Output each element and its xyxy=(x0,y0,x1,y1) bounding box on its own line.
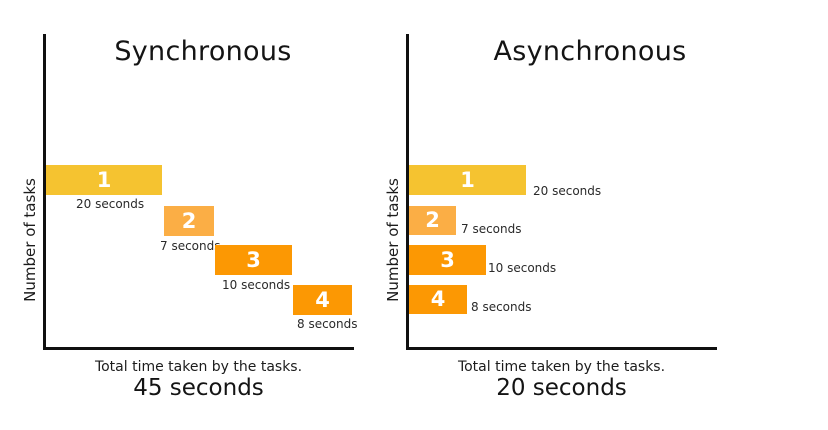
task-bar-3-synchronous: 3 xyxy=(215,245,292,275)
bar-number: 1 xyxy=(460,167,475,192)
bar-number: 4 xyxy=(430,287,446,311)
duration-label-3-asynchronous: 10 seconds xyxy=(488,261,557,275)
y-axis-asynchronous xyxy=(406,34,409,350)
duration-label-4-asynchronous: 8 seconds xyxy=(471,300,532,314)
bar-number: 2 xyxy=(425,208,440,232)
total-time-synchronous: 45 seconds xyxy=(133,375,264,401)
bar-number: 1 xyxy=(96,167,112,192)
chart-title-asynchronous: Asynchronous xyxy=(493,36,687,67)
duration-label-3-synchronous: 10 seconds xyxy=(222,278,291,292)
y-axis-label-synchronous: Number of tasks xyxy=(21,178,39,302)
task-bar-4-synchronous: 4 xyxy=(293,285,352,315)
duration-label-2-asynchronous: 7 seconds xyxy=(461,222,522,236)
bar-number: 4 xyxy=(315,287,330,312)
x-axis-asynchronous xyxy=(406,347,717,350)
x-axis-caption-synchronous: Total time taken by the tasks. xyxy=(94,359,303,375)
task-bar-4-asynchronous: 4 xyxy=(409,285,467,314)
task-bar-3-asynchronous: 3 xyxy=(409,245,486,275)
task-bar-2-asynchronous: 2 xyxy=(409,206,456,235)
task-bar-1-synchronous: 1 xyxy=(46,165,162,195)
duration-label-4-synchronous: 8 seconds xyxy=(297,317,358,331)
bar-number: 3 xyxy=(246,247,261,272)
x-axis-caption-asynchronous: Total time taken by the tasks. xyxy=(457,359,666,375)
y-axis-label-asynchronous: Number of tasks xyxy=(384,178,402,302)
bar-number: 2 xyxy=(181,208,197,233)
chart-title-synchronous: Synchronous xyxy=(114,36,292,67)
x-axis-synchronous xyxy=(43,347,354,350)
bar-number: 3 xyxy=(440,247,455,272)
total-time-asynchronous: 20 seconds xyxy=(496,375,627,401)
task-bar-1-asynchronous: 1 xyxy=(409,165,526,195)
task-bar-2-synchronous: 2 xyxy=(164,206,214,236)
y-axis-synchronous xyxy=(43,34,46,350)
duration-label-1-asynchronous: 20 seconds xyxy=(533,184,602,198)
duration-label-1-synchronous: 20 seconds xyxy=(76,197,145,211)
duration-label-2-synchronous: 7 seconds xyxy=(160,239,221,253)
